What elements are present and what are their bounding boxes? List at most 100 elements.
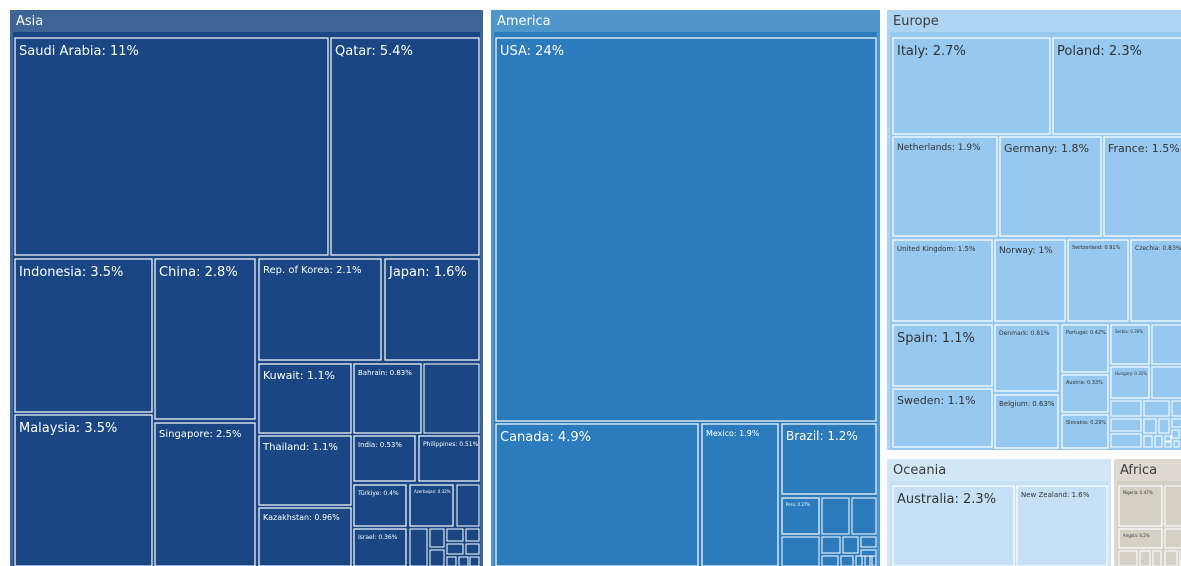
tile-malaysia[interactable] [14,414,153,566]
tile-europe-small-16[interactable] [1173,440,1180,448]
tile-america-small-4[interactable] [842,536,859,554]
tile-america-small-8[interactable] [840,555,854,566]
tile-israel[interactable] [353,528,407,566]
tile-qatar[interactable] [330,37,480,256]
tile-singapore[interactable] [154,422,256,566]
tile-philippines[interactable] [418,435,480,482]
tile-europe-small-12[interactable] [1143,435,1153,448]
tile-azerbaijan[interactable] [409,484,454,527]
tile-angola[interactable] [1118,528,1163,549]
tile-asia-small-2[interactable] [409,528,428,566]
tile-mexico[interactable] [701,423,779,566]
tile-asia-small-10[interactable] [458,556,469,566]
tile-serbia[interactable] [1110,324,1150,365]
group-europe-title: Europe [893,14,939,29]
tile-america-small-7[interactable] [821,555,839,566]
tile-brazil[interactable] [781,423,877,495]
tile-usa[interactable] [495,37,877,422]
tile-slovakia[interactable] [1061,414,1109,449]
tile-europe-small-3[interactable] [1143,400,1170,417]
tile-asia-small-6[interactable] [465,528,480,542]
tile-canada-label: Canada: 4.9% [500,430,591,445]
tile-europe-small-2[interactable] [1110,400,1142,417]
tile-japan[interactable] [384,258,480,361]
tile-kuwait[interactable] [258,363,352,434]
tile-america-small-6[interactable] [860,549,877,557]
tile-kazakhstan[interactable] [258,507,352,566]
tile-asia-small-11[interactable] [469,556,480,566]
tile-africa-small-5[interactable] [1164,550,1178,566]
tile-america-small-9[interactable] [855,555,863,566]
tile-europe-small-7[interactable] [1143,418,1157,434]
tile-italy[interactable] [892,37,1051,135]
tile-africa-small-0[interactable] [1164,485,1181,527]
tile-europe-small-14[interactable] [1164,435,1172,442]
tile-america-small-0[interactable] [821,497,850,535]
tile-saudi-arabia-label: Saudi Arabia: 11% [19,44,139,59]
tile-bahrain[interactable] [353,363,422,434]
tile-europe-small-4[interactable] [1171,400,1181,417]
tile-china-label: China: 2.8% [159,265,238,280]
tile-china[interactable] [154,258,256,420]
tile-netherlands[interactable] [892,136,998,237]
tile-asia-small-7[interactable] [446,543,464,555]
tile-united-kingdom[interactable] [892,239,993,322]
tile-america-small-3[interactable] [821,536,841,554]
tile-denmark[interactable] [994,324,1059,392]
tile-america-small-1[interactable] [851,497,877,535]
tile-spain[interactable] [892,324,993,387]
tile-asia-small-9[interactable] [446,556,457,566]
tile-europe-small-6[interactable] [1110,433,1142,448]
tile-america-small-11[interactable] [871,555,877,566]
tile-rep-of-korea-label: Rep. of Korea: 2.1% [263,265,361,276]
tile-america-small-5[interactable] [860,536,877,548]
tile-peru[interactable] [781,497,820,535]
tile-turkiye[interactable] [353,484,407,527]
tile-canada[interactable] [495,423,699,566]
tile-europe-small-0[interactable] [1151,324,1181,365]
tile-saudi-arabia[interactable] [14,37,329,256]
tile-germany[interactable] [999,136,1102,237]
tile-europe-small-9[interactable] [1171,418,1181,428]
tile-europe-small-5[interactable] [1110,418,1142,432]
tile-poland[interactable] [1052,37,1181,135]
tile-usa-label: USA: 24% [500,44,564,59]
tile-africa-small-1[interactable] [1164,528,1181,549]
tile-indonesia[interactable] [14,258,153,413]
tile-portugal[interactable] [1061,324,1109,373]
tile-asia-small-5[interactable] [446,528,464,542]
tile-norway[interactable] [994,239,1066,322]
tile-europe-small-10[interactable] [1171,429,1180,439]
tile-hungary[interactable] [1110,366,1150,399]
tile-africa-small-2[interactable] [1118,550,1138,566]
tile-asia-small-3[interactable] [429,528,445,548]
tile-africa-small-4[interactable] [1152,550,1162,566]
tile-turkiye-label: Türkiye: 0.4% [357,490,399,497]
tile-france[interactable] [1103,136,1181,237]
tile-asia-small-1[interactable] [456,484,480,527]
tile-sweden[interactable] [892,388,993,448]
tile-australia[interactable] [892,485,1015,566]
tile-europe-small-8[interactable] [1158,418,1170,434]
tile-europe-small-13[interactable] [1154,435,1163,448]
tile-india[interactable] [353,435,416,482]
tile-europe-small-15[interactable] [1164,441,1172,448]
tile-czechia[interactable] [1130,239,1181,322]
tile-america-small-2[interactable] [781,536,820,566]
tile-belgium[interactable] [994,394,1059,449]
tile-switzerland-label: Switzerland: 0.91% [1072,245,1121,251]
tile-asia-small-0[interactable] [423,363,480,434]
tile-asia-small-4[interactable] [429,549,445,566]
tile-new-zealand[interactable] [1016,485,1108,566]
tile-austria[interactable] [1061,374,1109,413]
tile-switzerland[interactable] [1067,239,1129,322]
tile-bahrain-label: Bahrain: 0.83% [358,369,412,377]
tile-america-small-10[interactable] [864,555,871,566]
tile-nigeria[interactable] [1118,485,1163,527]
tile-rep-of-korea[interactable] [258,258,382,361]
tile-africa-small-3[interactable] [1139,550,1151,566]
tile-asia-small-8[interactable] [465,543,480,555]
tile-europe-small-1[interactable] [1151,366,1181,399]
tile-thailand[interactable] [258,435,352,506]
